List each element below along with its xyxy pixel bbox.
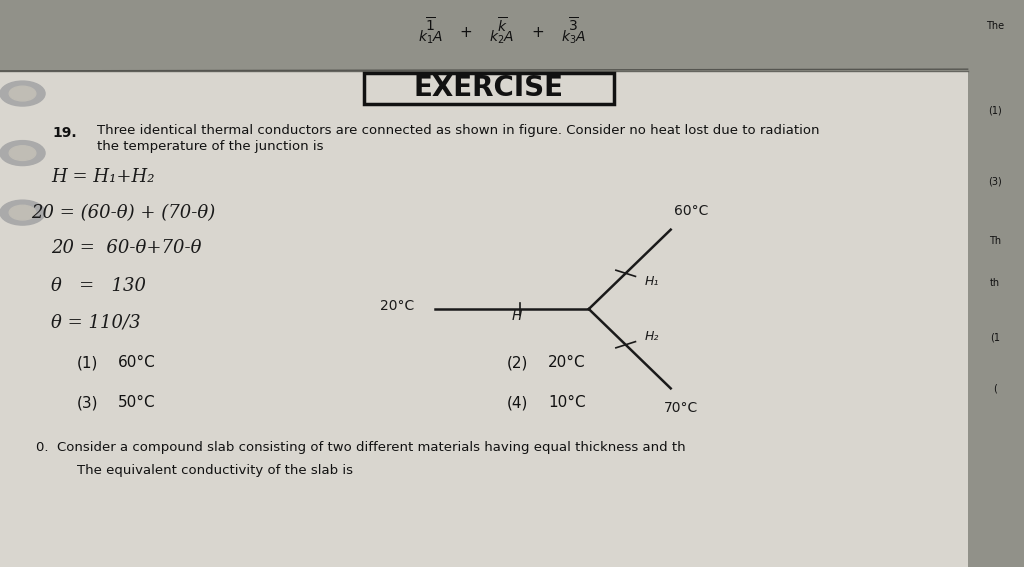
Text: 20 = (60-θ) + (70-θ): 20 = (60-θ) + (70-θ)	[31, 204, 215, 222]
Text: (4): (4)	[507, 395, 528, 410]
Text: (1: (1	[990, 332, 1000, 342]
Text: (1): (1)	[988, 105, 1002, 116]
Text: $\overline{1}$: $\overline{1}$	[425, 16, 435, 35]
Text: (: (	[993, 383, 997, 393]
Circle shape	[0, 200, 45, 225]
Text: 60°C: 60°C	[674, 204, 709, 218]
Text: (3): (3)	[988, 176, 1002, 187]
Text: $\overline{3}$: $\overline{3}$	[568, 16, 579, 35]
Circle shape	[9, 205, 36, 220]
Circle shape	[0, 81, 45, 106]
Text: The equivalent conductivity of the slab is: The equivalent conductivity of the slab …	[77, 464, 353, 477]
Circle shape	[0, 141, 45, 166]
Text: The: The	[986, 20, 1005, 31]
Text: (1): (1)	[77, 356, 98, 370]
Circle shape	[9, 86, 36, 101]
Bar	[364, 73, 614, 104]
Text: th: th	[990, 278, 1000, 289]
Text: H = H₁+H₂: H = H₁+H₂	[51, 168, 155, 186]
Text: θ = 110/3: θ = 110/3	[51, 313, 141, 331]
Text: $k_3 A$: $k_3 A$	[561, 28, 586, 45]
Text: 20°C: 20°C	[548, 356, 586, 370]
Text: (3): (3)	[77, 395, 98, 410]
Text: +: +	[460, 25, 472, 40]
Text: H: H	[512, 310, 522, 323]
Text: 0.  Consider a compound slab consisting of two different materials having equal : 0. Consider a compound slab consisting o…	[36, 442, 685, 454]
Text: +: +	[531, 25, 544, 40]
Text: $k_2 A$: $k_2 A$	[489, 28, 514, 45]
Text: 20°C: 20°C	[381, 299, 415, 313]
Text: $\overline{k}$: $\overline{k}$	[497, 16, 507, 35]
Text: 10°C: 10°C	[548, 395, 586, 410]
Text: 19.: 19.	[52, 126, 77, 140]
Text: the temperature of the junction is: the temperature of the junction is	[97, 140, 324, 153]
Text: 70°C: 70°C	[664, 401, 697, 416]
Text: H₁: H₁	[645, 275, 659, 288]
Text: (2): (2)	[507, 356, 528, 370]
Text: 50°C: 50°C	[118, 395, 156, 410]
Text: $k_1 A$: $k_1 A$	[418, 28, 442, 45]
Text: 20 =  60-θ+70-θ: 20 = 60-θ+70-θ	[51, 239, 202, 257]
Text: Th: Th	[989, 236, 1001, 246]
Text: H₂: H₂	[645, 330, 659, 343]
Bar	[0, 0, 968, 71]
Bar	[968, 0, 1024, 567]
Circle shape	[9, 146, 36, 160]
Text: Three identical thermal conductors are connected as shown in figure. Consider no: Three identical thermal conductors are c…	[97, 124, 820, 137]
Text: EXERCISE: EXERCISE	[414, 74, 564, 102]
Text: 60°C: 60°C	[118, 356, 156, 370]
Text: θ   =   130: θ = 130	[51, 277, 146, 295]
